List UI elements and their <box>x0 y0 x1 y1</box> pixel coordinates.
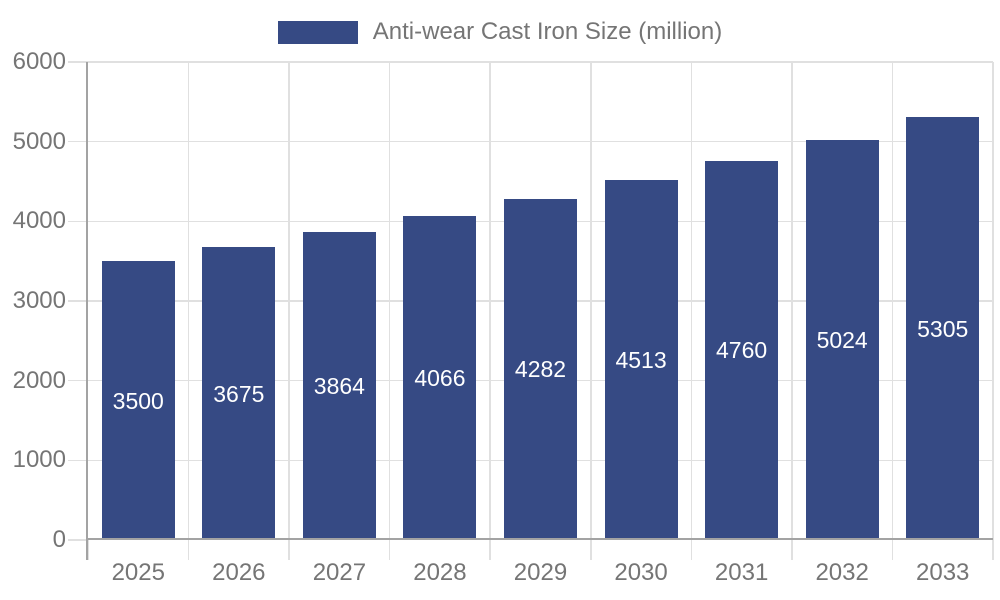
bar-2030 <box>604 180 678 540</box>
x-axis-tick <box>187 540 190 560</box>
x-axis-tick-label: 2029 <box>513 559 568 586</box>
x-axis-tick <box>891 540 894 560</box>
x-axis-tick-label: 2033 <box>916 559 970 586</box>
x-axis-tick <box>489 540 491 560</box>
bar-value-label: 5024 <box>816 326 868 353</box>
bar-value-label: 4066 <box>414 365 466 392</box>
x-axis-tick-label: 2031 <box>714 559 769 586</box>
y-gridline <box>88 140 993 143</box>
x-gridline <box>791 62 793 540</box>
y-axis-tick <box>68 220 88 223</box>
legend-item[interactable]: Anti-wear Cast Iron Size (million) <box>0 18 1000 46</box>
x-axis-line <box>88 538 993 540</box>
x-axis-tick <box>992 540 994 560</box>
x-axis-tick-label: 2025 <box>111 559 165 586</box>
y-axis-tick-label: 4000 <box>12 207 66 235</box>
y-axis-tick <box>68 379 88 382</box>
x-axis-tick <box>791 540 793 560</box>
y-axis-tick-label: 5000 <box>12 127 66 155</box>
bar-value-label: 4760 <box>716 337 768 364</box>
x-gridline <box>891 62 894 540</box>
y-axis-tick-label: 0 <box>52 526 66 553</box>
y-axis-tick <box>68 459 88 462</box>
bar-value-label: 3864 <box>313 373 365 400</box>
bar-value-label: 3500 <box>112 387 164 414</box>
x-axis-tick-label: 2026 <box>212 559 266 586</box>
y-axis-tick-label: 3000 <box>12 287 66 314</box>
plot-area: 0 1000 2000 3000 4000 5000 6000 3500 2025 3675 202… <box>13 48 994 586</box>
x-axis-tick-label: 2032 <box>815 559 869 586</box>
bar-value-label: 5305 <box>917 315 969 342</box>
bar-value-label: 3675 <box>213 380 265 407</box>
bar-value-label: 4513 <box>615 347 667 374</box>
bar-value-label: 4282 <box>514 356 567 383</box>
x-axis-tick-label: 2030 <box>614 559 668 586</box>
bar-2031 <box>705 160 779 540</box>
y-gridline <box>88 61 993 63</box>
bar-2032 <box>805 139 879 540</box>
x-gridline <box>992 62 994 540</box>
y-axis-tick <box>68 539 88 541</box>
x-gridline <box>388 62 391 540</box>
x-gridline <box>187 62 190 540</box>
x-axis-tick-label: 2028 <box>413 559 467 586</box>
x-axis-tick <box>87 540 89 560</box>
y-axis-tick <box>68 140 88 143</box>
bar-2027 <box>302 232 376 540</box>
x-axis-tick <box>388 540 391 560</box>
x-axis-tick-label: 2027 <box>312 559 367 586</box>
bar-2026 <box>202 247 276 540</box>
y-axis-tick <box>68 61 88 63</box>
x-gridline <box>690 62 693 540</box>
x-gridline <box>590 62 592 540</box>
x-axis-tick <box>288 540 290 560</box>
bar-2025 <box>101 261 175 540</box>
bar-2033 <box>906 117 980 540</box>
y-axis-tick <box>68 300 88 302</box>
x-gridline <box>288 62 290 540</box>
y-axis-tick-label: 1000 <box>12 446 66 474</box>
bar-2028 <box>403 216 477 540</box>
x-gridline <box>489 62 491 540</box>
x-axis-tick <box>690 540 693 560</box>
legend-label: Anti-wear Cast Iron Size (million) <box>372 18 723 45</box>
bar-2029 <box>504 198 577 540</box>
y-axis-tick-label: 6000 <box>12 48 66 75</box>
x-axis-tick <box>590 540 592 560</box>
legend-swatch <box>277 20 358 44</box>
y-axis-line <box>86 62 88 560</box>
y-axis-tick-label: 2000 <box>12 366 66 394</box>
